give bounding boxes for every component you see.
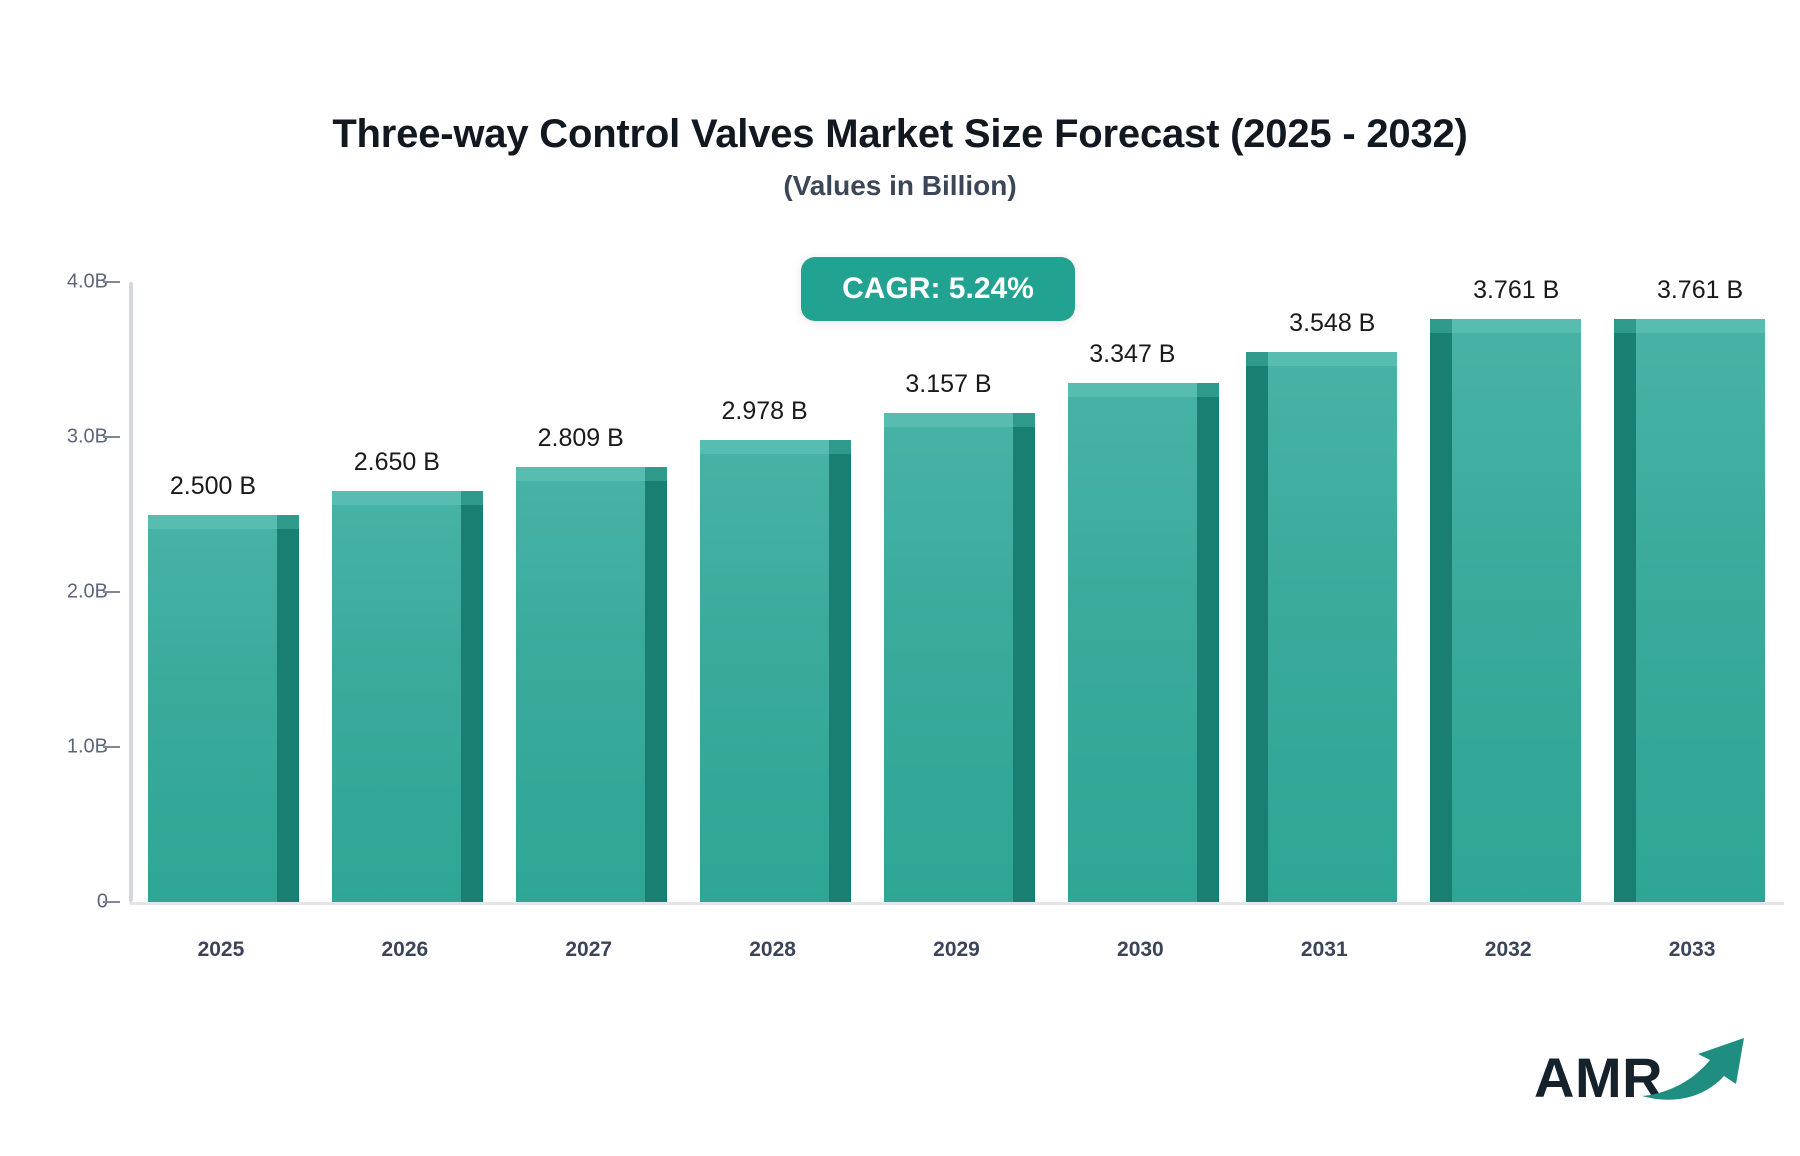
bar-top-face xyxy=(700,440,830,455)
bar-value-label: 2.650 B xyxy=(353,448,440,477)
bar-column xyxy=(1245,352,1397,902)
cagr-badge-label: CAGR: 5.24% xyxy=(842,272,1034,305)
y-axis-tick-label: 3.0B xyxy=(66,425,108,448)
y-axis-tick-label: 0 xyxy=(97,891,108,914)
bar-top-bevel xyxy=(461,491,484,506)
bar-value-label: 3.548 B xyxy=(1289,309,1376,338)
bar-column xyxy=(1613,319,1765,902)
bar-front-face xyxy=(1635,319,1765,902)
bar-column xyxy=(1067,383,1219,902)
growth-arrow-icon xyxy=(1642,1038,1744,1100)
bar-top-bevel xyxy=(645,466,668,481)
bar-side-face xyxy=(1196,397,1219,902)
bar-series: 2.500 B 2.650 B 2.809 B 2.978 B 3.157 B 3.347… xyxy=(129,276,1784,902)
bar-value-label: 3.761 B xyxy=(1473,276,1560,305)
x-axis-tick-label: 2025 xyxy=(197,938,245,961)
y-axis-tick-mark xyxy=(103,901,120,903)
bar-side-face xyxy=(1613,333,1636,902)
bar-side-face xyxy=(461,505,484,902)
bar-top-face xyxy=(332,491,462,506)
bar-value-label: 3.347 B xyxy=(1089,340,1176,369)
y-axis-tick-mark xyxy=(103,436,120,438)
bar-side-face xyxy=(829,454,852,902)
y-axis-tick-label: 1.0B xyxy=(66,735,108,758)
bar-front-face xyxy=(332,491,462,902)
bar-value-label: 2.500 B xyxy=(169,471,257,500)
bar-top-face xyxy=(1451,319,1581,334)
bar-value-label: 3.157 B xyxy=(905,369,992,398)
bar-column xyxy=(332,491,484,902)
bar-front-face xyxy=(516,466,646,902)
bar-value-label: 3.761 B xyxy=(1656,276,1744,305)
x-axis-tick-label: 2033 xyxy=(1668,938,1716,961)
x-axis-tick-label: 2031 xyxy=(1300,938,1348,961)
amr-logo: AMR xyxy=(1534,1032,1744,1118)
bar-column xyxy=(700,440,852,902)
bar-top-bevel xyxy=(829,440,852,455)
bar-side-face xyxy=(645,480,668,902)
bar-front-face xyxy=(1451,319,1581,902)
x-axis-tick-label: 2027 xyxy=(565,938,613,961)
x-axis-line xyxy=(129,902,1784,905)
logo-wordmark: AMR xyxy=(1534,1046,1664,1109)
x-axis-tick-label: 2030 xyxy=(1117,938,1164,961)
bar-top-face xyxy=(1267,352,1397,367)
bar-top-face xyxy=(884,412,1013,427)
bar-top-face xyxy=(516,466,646,481)
x-axis-tick-label: 2029 xyxy=(933,938,980,961)
bar-value-label: 2.809 B xyxy=(537,423,624,452)
bar-front-face xyxy=(148,514,278,902)
bar-top-bevel xyxy=(277,514,300,529)
bar-column xyxy=(148,514,300,902)
bar-side-face xyxy=(277,528,300,902)
y-axis-tick-label: 4.0B xyxy=(66,270,108,293)
y-axis-line xyxy=(129,282,133,902)
bar-top-bevel xyxy=(1196,383,1219,398)
bar-top-bevel xyxy=(1245,352,1268,367)
bar-top-bevel xyxy=(1429,319,1452,334)
bar-column xyxy=(1429,319,1581,902)
y-axis-tick-mark xyxy=(103,746,120,748)
chart-subtitle: (Values in Billion) xyxy=(783,170,1017,201)
bar-column xyxy=(516,466,668,902)
x-axis-tick-label: 2026 xyxy=(381,938,429,961)
bar-front-face xyxy=(1267,352,1397,902)
y-axis-tick-mark xyxy=(103,281,120,283)
bar-front-face xyxy=(884,412,1013,902)
bar-column xyxy=(884,412,1035,902)
bar-front-face xyxy=(1067,383,1197,902)
x-axis-tick-label: 2032 xyxy=(1484,938,1532,961)
bar-value-label: 2.978 B xyxy=(721,397,808,426)
cagr-badge: CAGR: 5.24% xyxy=(801,257,1075,321)
bar-top-face xyxy=(148,514,278,529)
plot-area: 01.0B2.0B3.0B4.0B 2.500 B2.650 B2.809 B2… xyxy=(0,271,1800,913)
bar-side-face xyxy=(1245,366,1268,902)
y-axis-tick-mark xyxy=(103,591,120,593)
bar-side-face xyxy=(1013,426,1035,902)
y-axis-tick-label: 2.0B xyxy=(66,580,108,603)
bar-top-face xyxy=(1067,383,1197,398)
bar-top-bevel xyxy=(1013,412,1035,427)
bar-top-face xyxy=(1635,319,1765,334)
bar-top-bevel xyxy=(1613,319,1636,334)
page-title: Three-way Control Valves Market Size For… xyxy=(332,112,1468,156)
x-axis-tick-label: 2028 xyxy=(749,938,796,961)
bar-side-face xyxy=(1429,333,1452,902)
bar-front-face xyxy=(700,440,830,902)
